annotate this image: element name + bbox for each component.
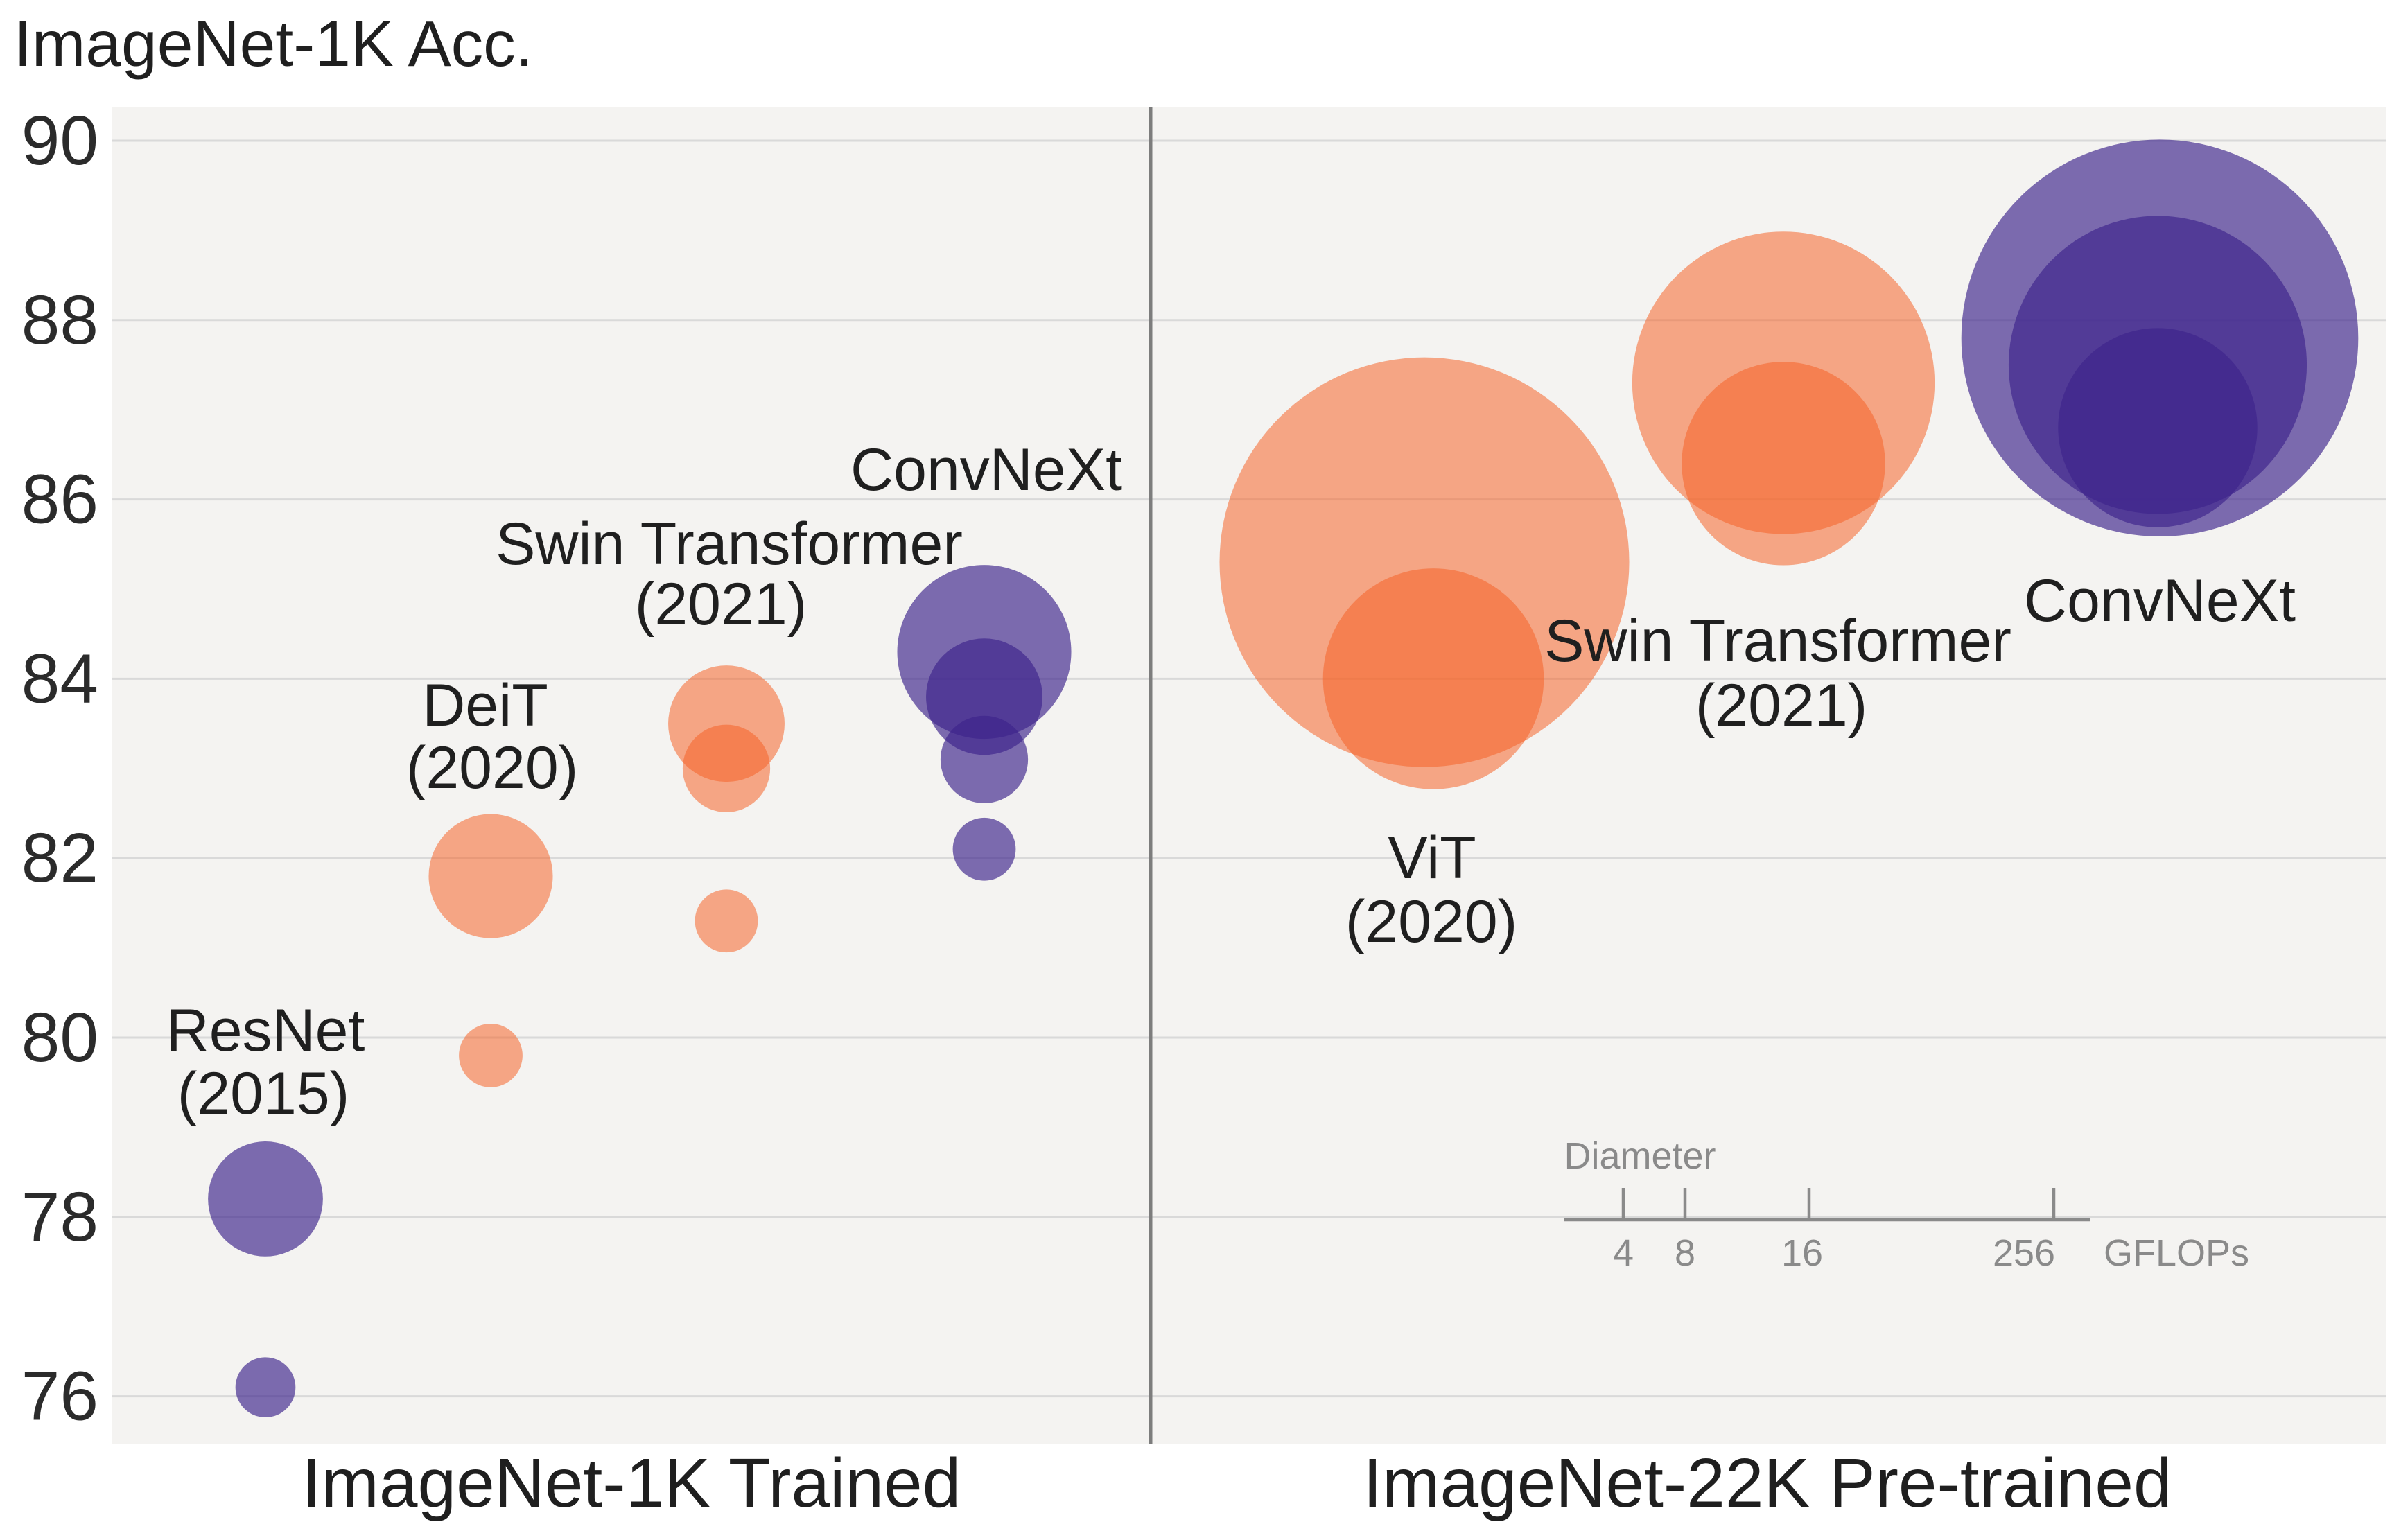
bubble-panel1-swin-transformer-2021-8.7gflops [682,724,771,812]
group-label-vit-2020-line1: ViT [1388,825,1476,891]
group-label-swin-transformer-2021-line1: Swin Transformer [496,511,963,577]
group-label-deit-2020-line2: (2020) [406,735,579,801]
y-tick-label-80: 80 [21,999,98,1076]
legend-tick-label-256: 256 [1993,1232,2055,1274]
chart-title: ImageNet-1K Acc. [14,8,534,80]
bubble-panel2-swin-transformer-2021-47gflops [1682,362,1885,566]
legend-tick-label-16: 16 [1781,1232,1823,1274]
y-tick-label-78: 78 [21,1178,98,1256]
y-tick-label-86: 86 [21,461,98,539]
group-label-deit-2020-line1: DeiT [422,672,548,739]
group-label-swin-transformer-2021-line2: (2021) [1695,672,1868,739]
bubble-panel1-deit-2020-17.5gflops [428,814,553,938]
group-label-convnext-line1: ConvNeXt [850,437,1122,503]
group-label-swin-transformer-2021-line2: (2021) [635,571,807,638]
group-label-vit-2020-line2: (2020) [1345,889,1518,955]
legend-tick-label-8: 8 [1675,1232,1695,1274]
bubble-panel2-convnext-45.1gflops [2058,328,2258,527]
group-label-resnet-2015-line1: ResNet [166,997,365,1064]
y-tick-label-88: 88 [21,281,98,359]
bubble-panel1-swin-transformer-2021-4.5gflops [695,889,758,953]
bubble-panel1-deit-2020-4.6gflops [459,1023,523,1087]
bubble-panel1-convnext-8.7gflops [940,715,1029,803]
group-label-resnet-2015-line2: (2015) [177,1060,350,1127]
y-tick-label-84: 84 [21,640,98,717]
legend-unit-label: GFLOPs [2104,1232,2249,1274]
bubble-panel1-convnext-15.4gflops [926,638,1042,755]
legend-title: Diameter [1564,1135,1716,1177]
group-label-swin-transformer-2021-line1: Swin Transformer [1544,608,2011,674]
bubble-panel1-resnet-2015-15gflops [208,1141,323,1257]
legend-tick-label-4: 4 [1613,1232,1634,1274]
x-axis-label-panel1: ImageNet-1K Trained [302,1444,961,1522]
y-tick-label-82: 82 [21,819,98,897]
y-tick-label-76: 76 [21,1358,98,1435]
y-tick-label-90: 90 [21,102,98,180]
bubble-panel2-vit-2020-55.4gflops [1322,568,1544,789]
x-axis-label-panel2: ImageNet-22K Pre-trained [1363,1444,2172,1522]
bubble-panel1-resnet-2015-4.1gflops [235,1357,296,1417]
bubble-panel1-convnext-4.5gflops [952,817,1016,881]
group-label-convnext-line1: ConvNeXt [2024,568,2296,634]
